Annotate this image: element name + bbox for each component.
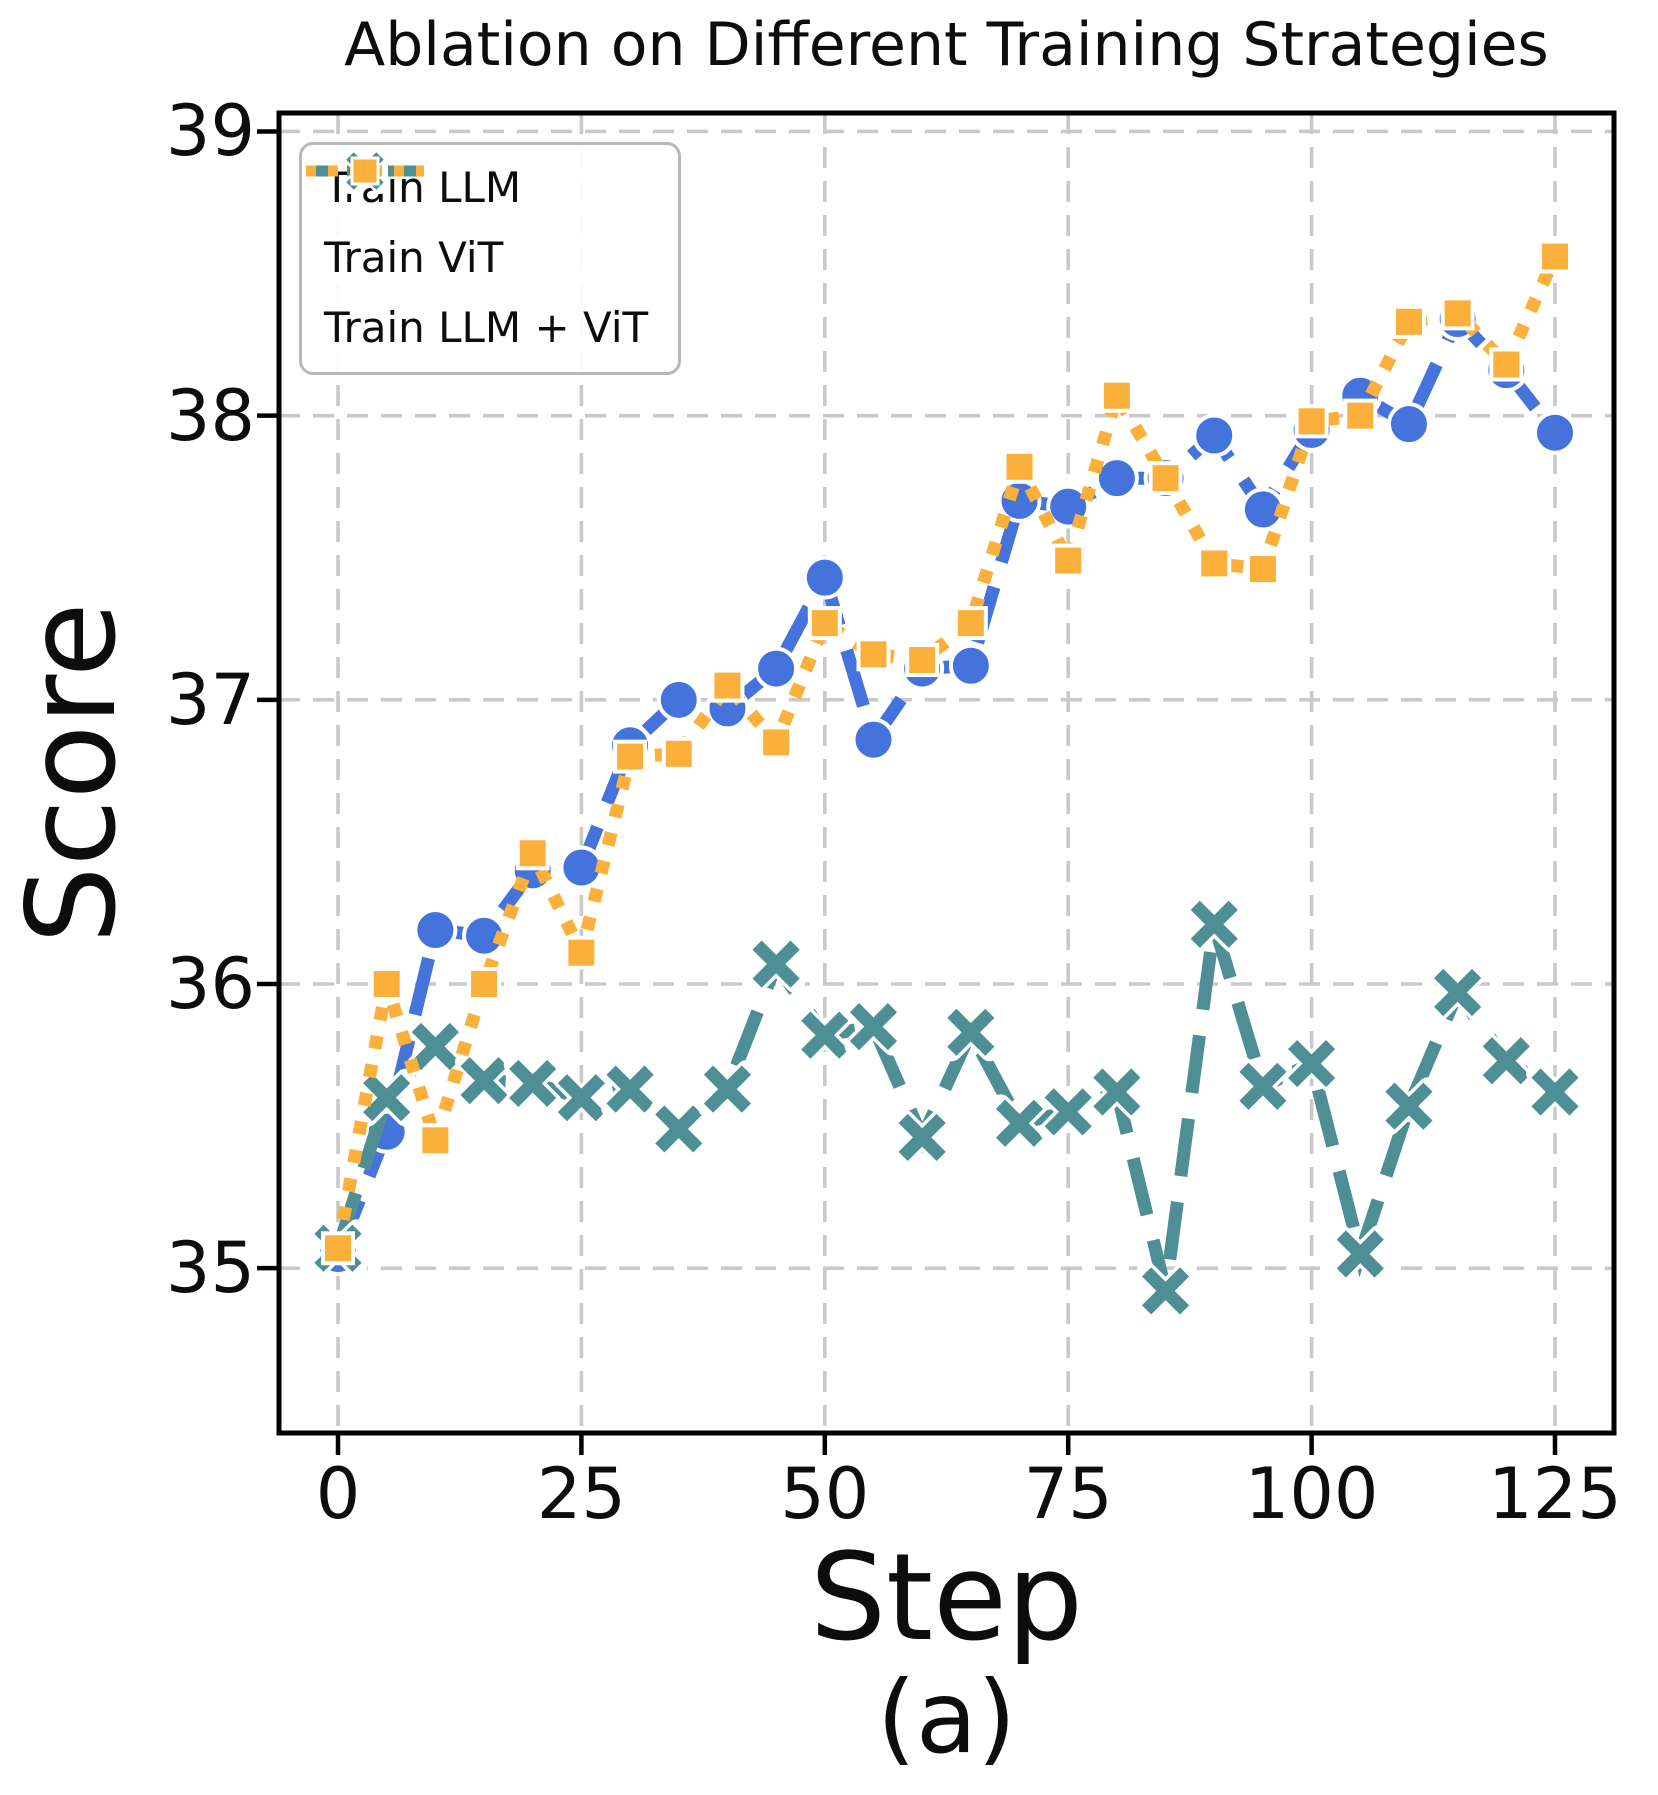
legend-item-train-llm-vit: Train LLM + ViT bbox=[306, 156, 649, 358]
x-tick-label-100: 100 bbox=[1244, 1453, 1379, 1535]
series-train-llm-vit bbox=[321, 239, 1572, 1266]
x-tick-label-0: 0 bbox=[315, 1453, 361, 1535]
x-axis-label: Step bbox=[809, 1529, 1084, 1668]
y-tick-label-39: 39 bbox=[165, 90, 255, 173]
series-train-vit bbox=[309, 895, 1584, 1320]
y-tick-label-35: 35 bbox=[165, 1227, 255, 1310]
subplot-caption: (a) bbox=[876, 1659, 1017, 1776]
x-tick-label-125: 125 bbox=[1488, 1453, 1622, 1535]
y-tick-label-38: 38 bbox=[165, 374, 255, 457]
legend-label: Train ViT bbox=[324, 233, 504, 282]
legend-item-train-vit: Train ViT bbox=[306, 148, 648, 288]
x-tick-label-25: 25 bbox=[536, 1453, 626, 1535]
y-tick-label-36: 36 bbox=[165, 943, 255, 1025]
tick-marks bbox=[257, 129, 1558, 1455]
x-tick-label-75: 75 bbox=[1023, 1453, 1113, 1535]
legend-label: Train LLM + ViT bbox=[324, 303, 649, 352]
chart-title: Ablation on Different Training Strategie… bbox=[344, 10, 1549, 80]
y-tick-label-37: 37 bbox=[165, 658, 255, 741]
x-tick-label-50: 50 bbox=[780, 1453, 870, 1535]
legend: Train LLM Train ViT Train LLM + ViT bbox=[299, 142, 682, 375]
square-line-sample-icon bbox=[306, 156, 424, 186]
plot-border bbox=[276, 110, 1617, 1436]
